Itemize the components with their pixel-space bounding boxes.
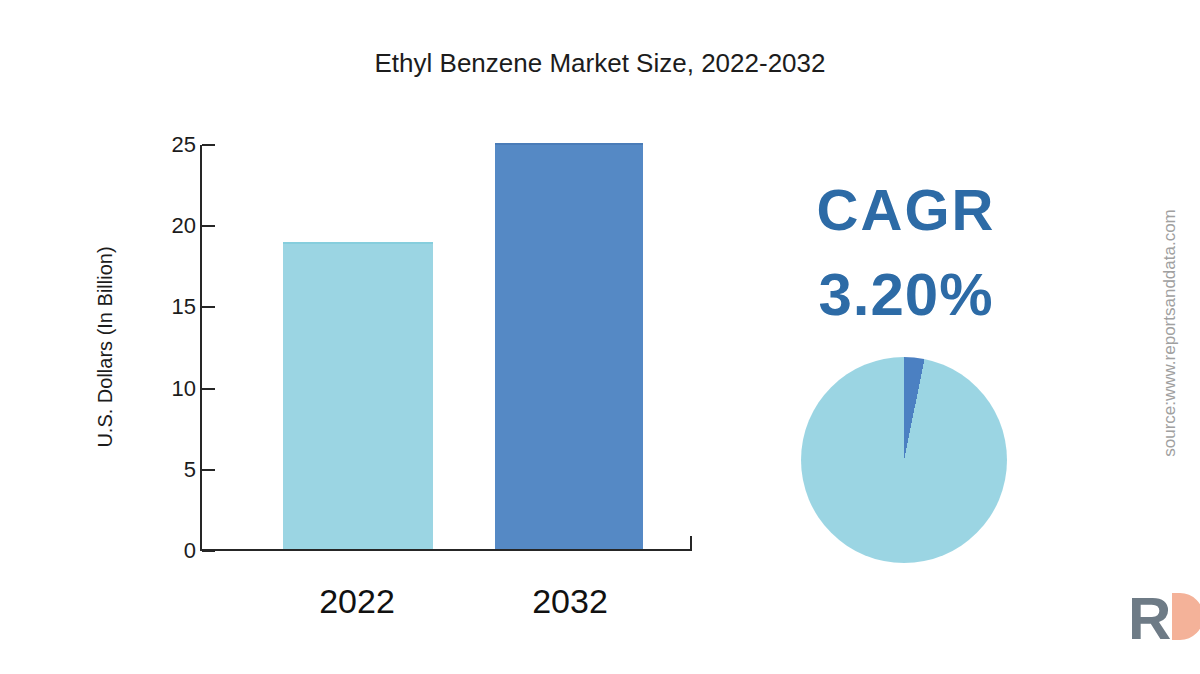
y-tick-label: 0 <box>144 536 196 566</box>
x-tick-label-2022: 2022 <box>282 582 432 621</box>
cagr-block: CAGR 3.20% <box>775 180 1037 326</box>
y-tick-label: 25 <box>144 130 196 160</box>
logo-graphic: R <box>1128 590 1200 644</box>
y-tick-mark <box>202 306 215 308</box>
bar-2032 <box>495 143 643 549</box>
y-tick-label: 5 <box>144 455 196 485</box>
cagr-value: 3.20% <box>775 264 1037 326</box>
logo-letter-d-shape <box>1172 593 1200 640</box>
y-tick-label: 10 <box>144 374 196 404</box>
source-note: source:www.reportsanddata.com <box>1160 173 1182 493</box>
y-tick-label: 15 <box>144 292 196 322</box>
y-tick-mark <box>202 550 215 552</box>
x-tick-label-2032: 2032 <box>495 582 645 621</box>
y-tick-mark <box>202 388 215 390</box>
y-tick-mark <box>202 144 215 146</box>
x-axis-end-tick <box>690 536 692 549</box>
bar-plot-area: 0510152025 <box>200 145 692 551</box>
chart-title: Ethyl Benzene Market Size, 2022-2032 <box>0 48 1200 79</box>
y-tick-mark <box>202 225 215 227</box>
bar-2022 <box>283 242 433 549</box>
y-axis-label: U.S. Dollars (In Billion) <box>94 140 120 554</box>
logo-letter-r: R <box>1128 590 1171 644</box>
cagr-label: CAGR <box>775 180 1037 240</box>
figure-canvas: Ethyl Benzene Market Size, 2022-2032 U.S… <box>0 0 1200 674</box>
pie-chart <box>801 357 1007 563</box>
reports-and-data-logo: R <box>1128 590 1200 644</box>
y-tick-mark <box>202 469 215 471</box>
y-tick-label: 20 <box>144 211 196 241</box>
